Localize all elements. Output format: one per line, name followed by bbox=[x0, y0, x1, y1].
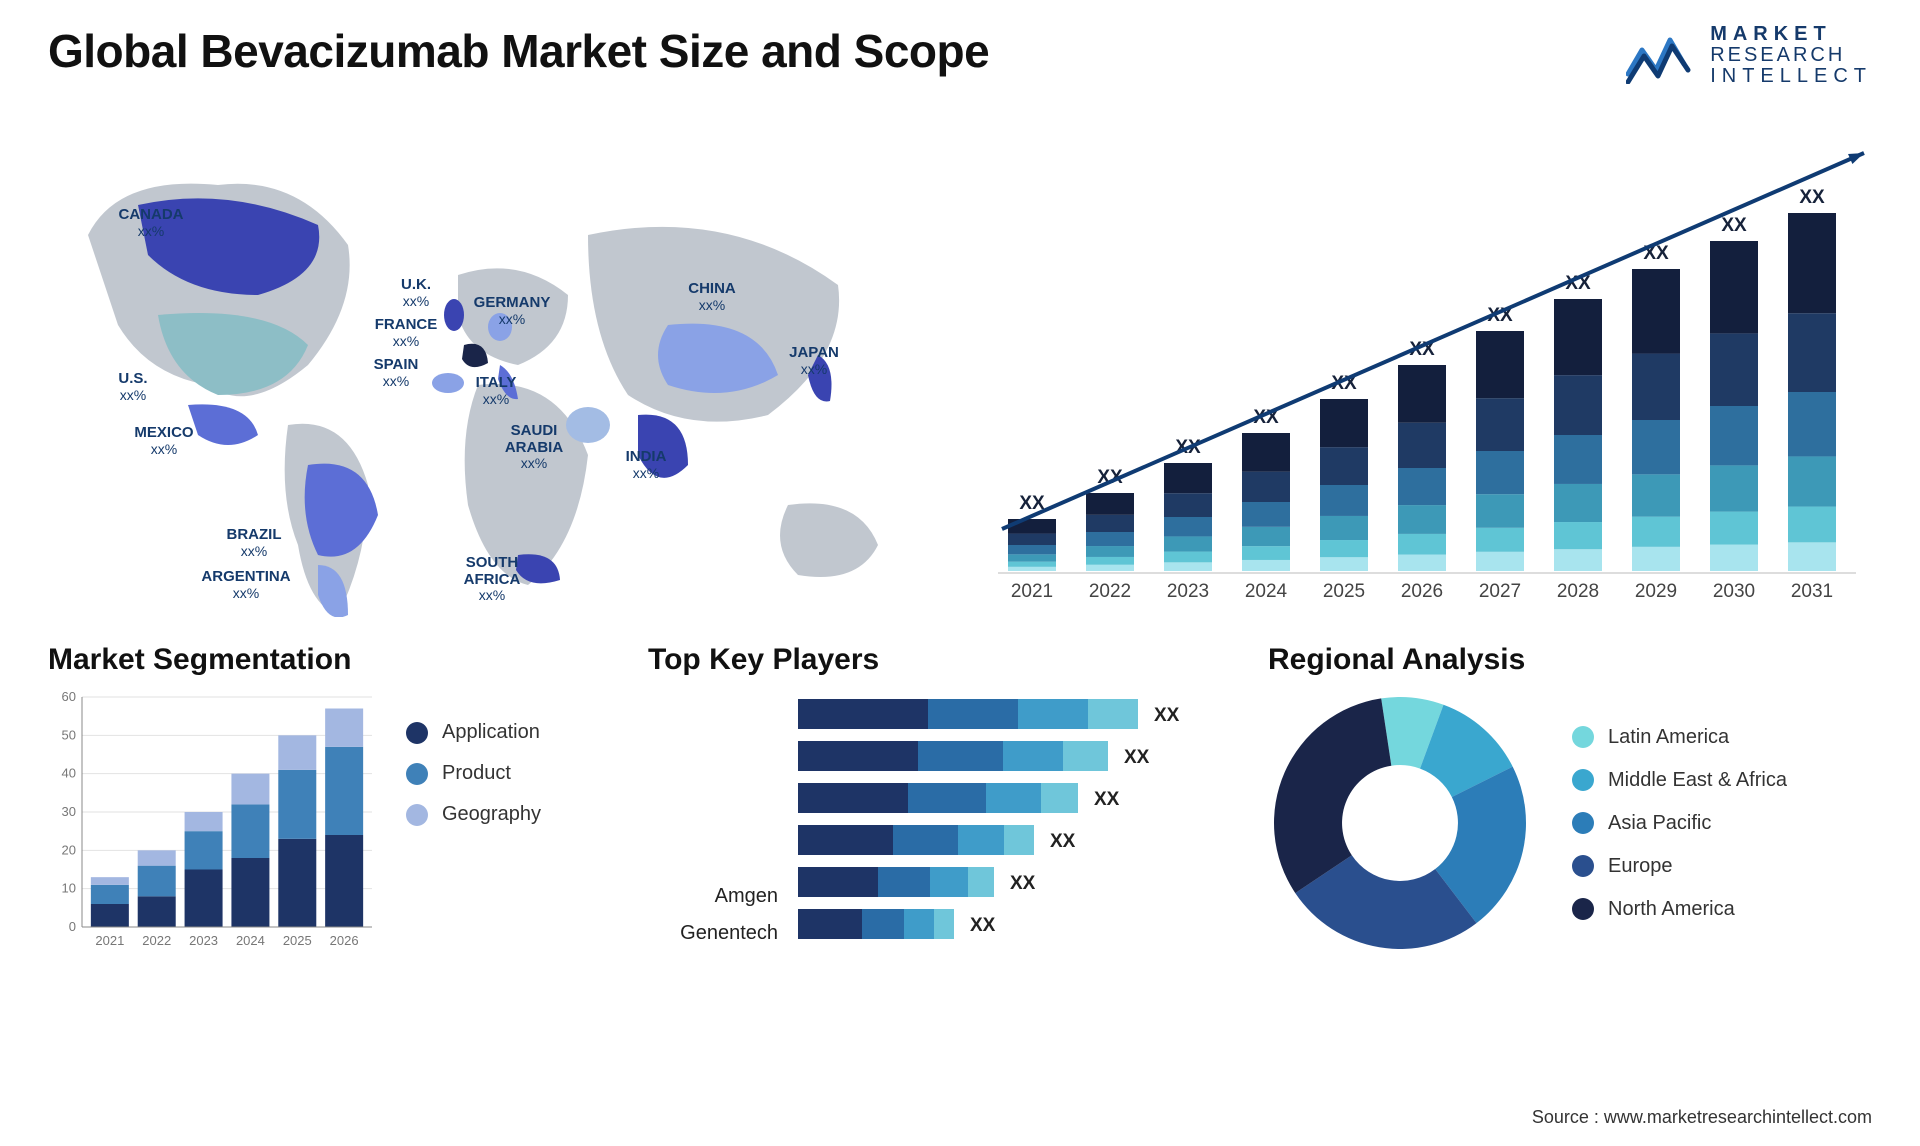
source-attribution: Source : www.marketresearchintellect.com bbox=[1532, 1107, 1872, 1128]
legend-label: North America bbox=[1608, 898, 1735, 921]
legend-item: Asia Pacific bbox=[1572, 812, 1787, 835]
svg-text:50: 50 bbox=[62, 727, 76, 742]
growth-chart: XX2021XX2022XX2023XX2024XX2025XX2026XX20… bbox=[964, 151, 1872, 617]
svg-text:2022: 2022 bbox=[1089, 581, 1131, 602]
svg-text:2024: 2024 bbox=[1245, 581, 1288, 602]
world-map-panel: CANADAxx% U.S.xx% MEXICOxx% BRAZILxx% ARGENT… bbox=[48, 115, 928, 617]
svg-text:2029: 2029 bbox=[1635, 581, 1677, 602]
map-label-mexico: MEXICOxx% bbox=[114, 425, 214, 457]
legend-label: Product bbox=[442, 762, 511, 785]
player-label: Amgen bbox=[648, 885, 778, 908]
map-label-china: CHINAxx% bbox=[662, 281, 762, 313]
svg-text:2023: 2023 bbox=[1167, 581, 1209, 602]
svg-text:XX: XX bbox=[1799, 187, 1825, 208]
legend-swatch bbox=[1572, 726, 1594, 748]
map-label-italy: ITALYxx% bbox=[446, 375, 546, 407]
map-label-germany: GERMANYxx% bbox=[462, 295, 562, 327]
svg-text:XX: XX bbox=[1010, 873, 1036, 894]
map-label-brazil: BRAZILxx% bbox=[204, 527, 304, 559]
map-label-south-africa: SOUTHAFRICAxx% bbox=[442, 555, 542, 603]
map-label-argentina: ARGENTINAxx% bbox=[196, 569, 296, 601]
upper-row: CANADAxx% U.S.xx% MEXICOxx% BRAZILxx% ARGENT… bbox=[48, 115, 1872, 617]
svg-text:20: 20 bbox=[62, 842, 76, 857]
svg-text:XX: XX bbox=[1124, 747, 1150, 768]
regional-panel: Regional Analysis Latin America Middle Ea… bbox=[1268, 643, 1872, 955]
legend-label: Latin America bbox=[1608, 726, 1729, 749]
svg-text:2021: 2021 bbox=[95, 933, 124, 948]
legend-swatch bbox=[1572, 855, 1594, 877]
legend-item: North America bbox=[1572, 898, 1787, 921]
legend-label: Middle East & Africa bbox=[1608, 769, 1787, 792]
legend-item: Application bbox=[406, 721, 541, 744]
svg-text:2025: 2025 bbox=[283, 933, 312, 948]
map-label-u-s-: U.S.xx% bbox=[83, 371, 183, 403]
svg-text:2023: 2023 bbox=[189, 933, 218, 948]
map-label-saudi-arabia: SAUDIARABIAxx% bbox=[484, 423, 584, 471]
players-chart: XXXXXXXXXXXX bbox=[798, 691, 1218, 955]
map-label-india: INDIAxx% bbox=[596, 449, 696, 481]
legend-label: Application bbox=[442, 721, 540, 744]
logo-line-3: INTELLECT bbox=[1710, 66, 1872, 87]
legend-label: Asia Pacific bbox=[1608, 812, 1711, 835]
svg-text:30: 30 bbox=[62, 804, 76, 819]
legend-item: Middle East & Africa bbox=[1572, 769, 1787, 792]
logo-line-1: MARKET bbox=[1710, 24, 1872, 45]
players-panel: Top Key Players AmgenGenentech XXXXXXXXX… bbox=[648, 643, 1228, 955]
svg-text:2021: 2021 bbox=[1011, 581, 1053, 602]
players-labels: Amgen Genentech bbox=[648, 691, 778, 951]
legend-swatch bbox=[406, 763, 428, 785]
logo-mark-icon bbox=[1626, 28, 1696, 84]
header-row: Global Bevacizumab Market Size and Scope… bbox=[48, 24, 1872, 87]
legend-item: Product bbox=[406, 762, 541, 785]
legend-swatch bbox=[1572, 812, 1594, 834]
svg-text:2026: 2026 bbox=[330, 933, 359, 948]
segmentation-legend: Application Product Geography bbox=[406, 691, 541, 826]
logo-line-2: RESEARCH bbox=[1710, 45, 1872, 66]
lower-row: Market Segmentation 0 10 20 30 40 50 60 2021 202… bbox=[48, 643, 1872, 955]
legend-swatch bbox=[406, 722, 428, 744]
segmentation-chart: 0 10 20 30 40 50 60 2021 2022 2023 2024 2025 2026 bbox=[48, 691, 378, 955]
players-title: Top Key Players bbox=[648, 643, 1228, 677]
svg-text:2027: 2027 bbox=[1479, 581, 1521, 602]
svg-text:60: 60 bbox=[62, 691, 76, 704]
svg-text:2028: 2028 bbox=[1557, 581, 1599, 602]
map-label-france: FRANCExx% bbox=[356, 317, 456, 349]
svg-text:10: 10 bbox=[62, 881, 76, 896]
svg-text:XX: XX bbox=[1094, 789, 1120, 810]
segmentation-title: Market Segmentation bbox=[48, 643, 608, 677]
svg-text:2025: 2025 bbox=[1323, 581, 1365, 602]
svg-text:2031: 2031 bbox=[1791, 581, 1833, 602]
map-label-japan: JAPANxx% bbox=[764, 345, 864, 377]
legend-item: Europe bbox=[1572, 855, 1787, 878]
legend-label: Europe bbox=[1608, 855, 1673, 878]
map-label-u-k-: U.K.xx% bbox=[366, 277, 466, 309]
regional-title: Regional Analysis bbox=[1268, 643, 1872, 677]
player-label: Genentech bbox=[648, 922, 778, 945]
page-title: Global Bevacizumab Market Size and Scope bbox=[48, 24, 989, 78]
regional-donut-chart bbox=[1268, 691, 1532, 955]
svg-text:XX: XX bbox=[1154, 705, 1180, 726]
map-label-spain: SPAINxx% bbox=[346, 357, 446, 389]
legend-swatch bbox=[1572, 898, 1594, 920]
svg-text:XX: XX bbox=[970, 915, 996, 936]
svg-text:0: 0 bbox=[69, 919, 76, 934]
legend-item: Latin America bbox=[1572, 726, 1787, 749]
svg-text:2030: 2030 bbox=[1713, 581, 1755, 602]
svg-text:2026: 2026 bbox=[1401, 581, 1443, 602]
legend-label: Geography bbox=[442, 803, 541, 826]
svg-text:2022: 2022 bbox=[142, 933, 171, 948]
map-label-canada: CANADAxx% bbox=[101, 207, 201, 239]
logo: MARKET RESEARCH INTELLECT bbox=[1626, 24, 1872, 87]
segmentation-panel: Market Segmentation 0 10 20 30 40 50 60 2021 202… bbox=[48, 643, 608, 955]
svg-text:XX: XX bbox=[1050, 831, 1076, 852]
svg-text:2024: 2024 bbox=[236, 933, 265, 948]
regional-legend: Latin America Middle East & Africa Asia Pa… bbox=[1572, 726, 1787, 921]
growth-chart-panel: XX2021XX2022XX2023XX2024XX2025XX2026XX20… bbox=[964, 127, 1872, 617]
svg-text:XX: XX bbox=[1721, 215, 1747, 236]
legend-swatch bbox=[406, 804, 428, 826]
logo-text: MARKET RESEARCH INTELLECT bbox=[1710, 24, 1872, 87]
svg-text:40: 40 bbox=[62, 766, 76, 781]
legend-swatch bbox=[1572, 769, 1594, 791]
legend-item: Geography bbox=[406, 803, 541, 826]
